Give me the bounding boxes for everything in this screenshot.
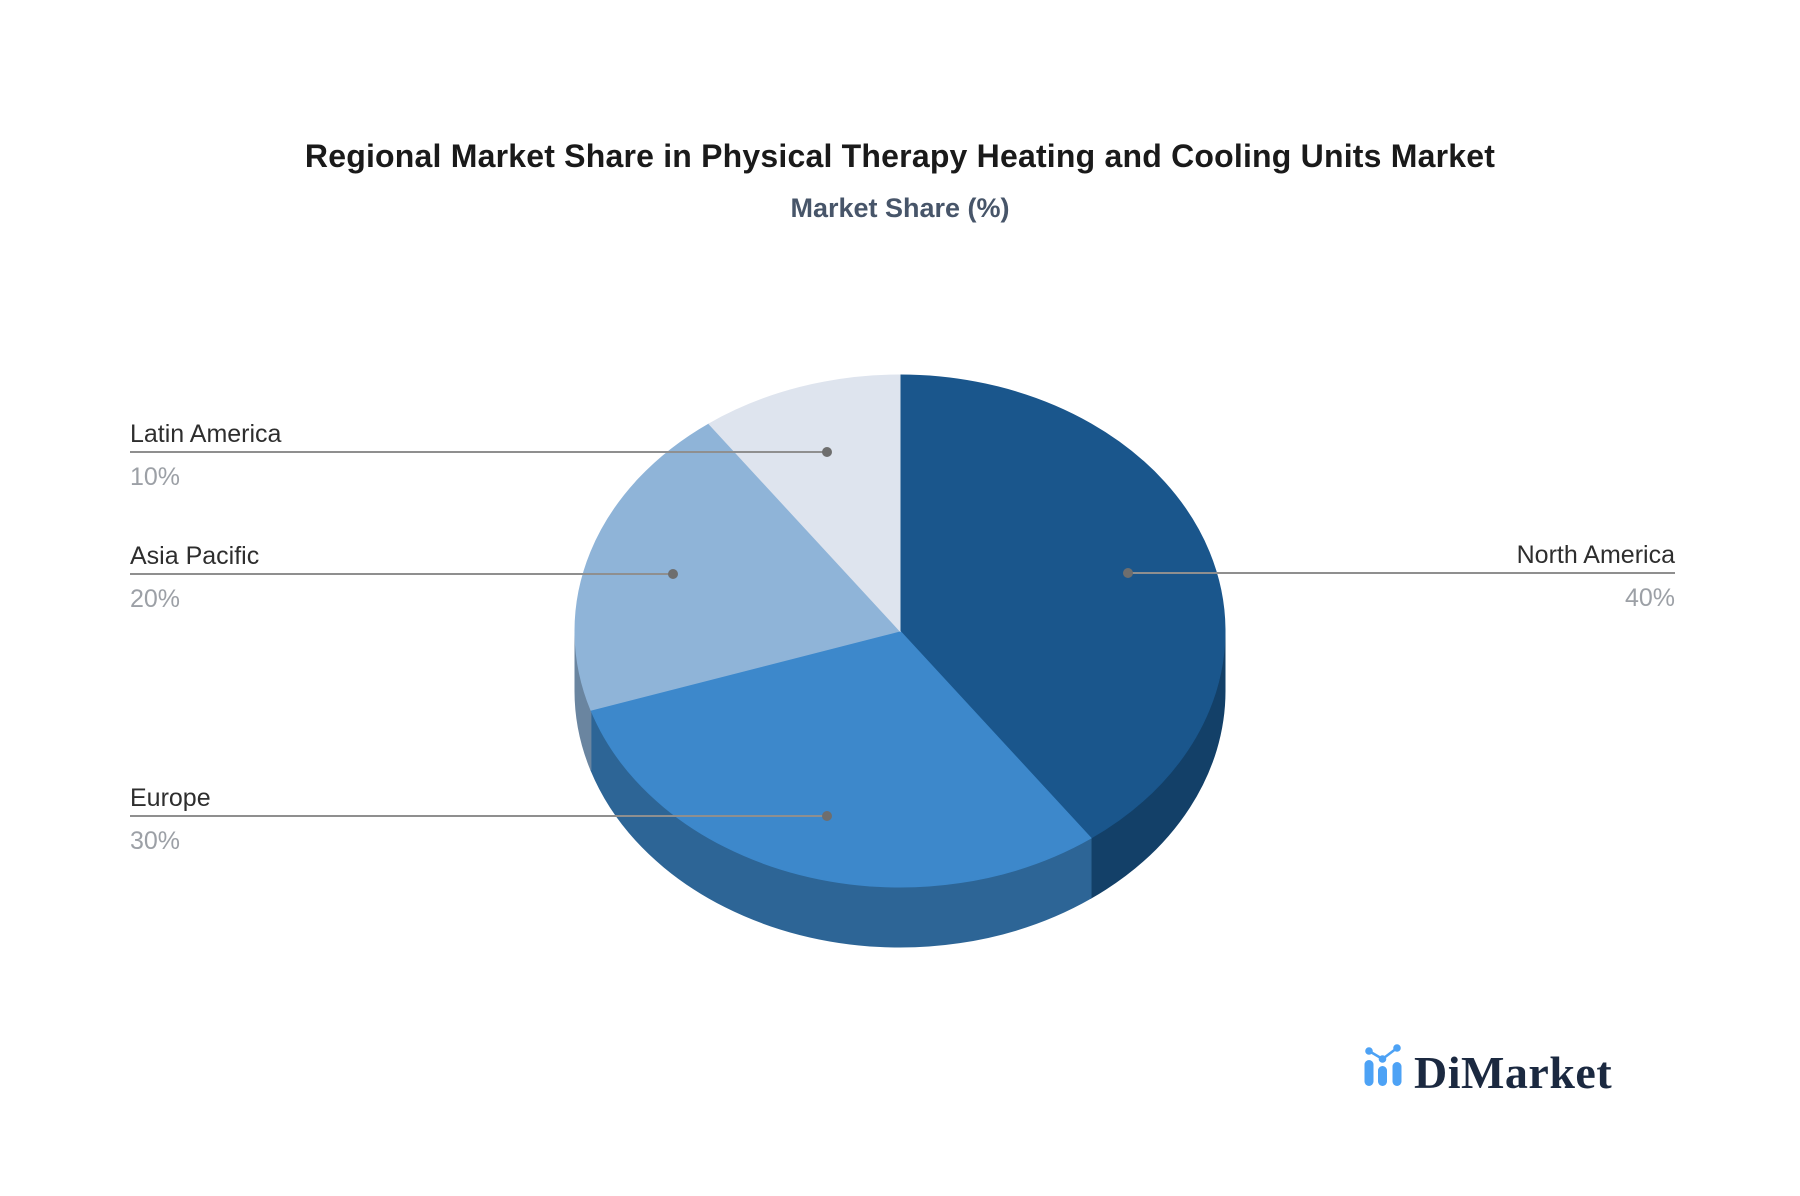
pie-slice-asia-pacific[interactable] xyxy=(574,423,901,711)
logo: DiMarket xyxy=(1360,1040,1690,1110)
bar-chart-icon xyxy=(1364,1044,1402,1086)
callout-value-europe: 30% xyxy=(130,827,181,855)
callout-dot-north-america xyxy=(1123,568,1133,578)
logo-text: DiMarket xyxy=(1414,1047,1613,1098)
pie-slice-latin-america[interactable] xyxy=(708,374,901,633)
callout-dot-latin-america xyxy=(822,447,832,457)
callout-label-europe: Europe xyxy=(130,784,211,812)
callout-value-north-america: 40% xyxy=(1624,584,1675,612)
callout-dot-europe xyxy=(822,811,832,821)
callout-value-asia-pacific: 20% xyxy=(130,585,181,613)
callout-label-latin-america: Latin America xyxy=(130,420,282,448)
callout-label-north-america: North America xyxy=(1516,541,1675,569)
callout-value-latin-america: 10% xyxy=(130,463,181,491)
callout-label-asia-pacific: Asia Pacific xyxy=(130,542,260,570)
pie-slice-europe[interactable] xyxy=(590,630,1092,888)
callout-dot-asia-pacific xyxy=(668,569,678,579)
chart-title: Regional Market Share in Physical Therap… xyxy=(304,138,1496,174)
pie-slice-north-america[interactable] xyxy=(899,374,1226,839)
chart-subtitle: Market Share (%) xyxy=(790,193,1010,223)
